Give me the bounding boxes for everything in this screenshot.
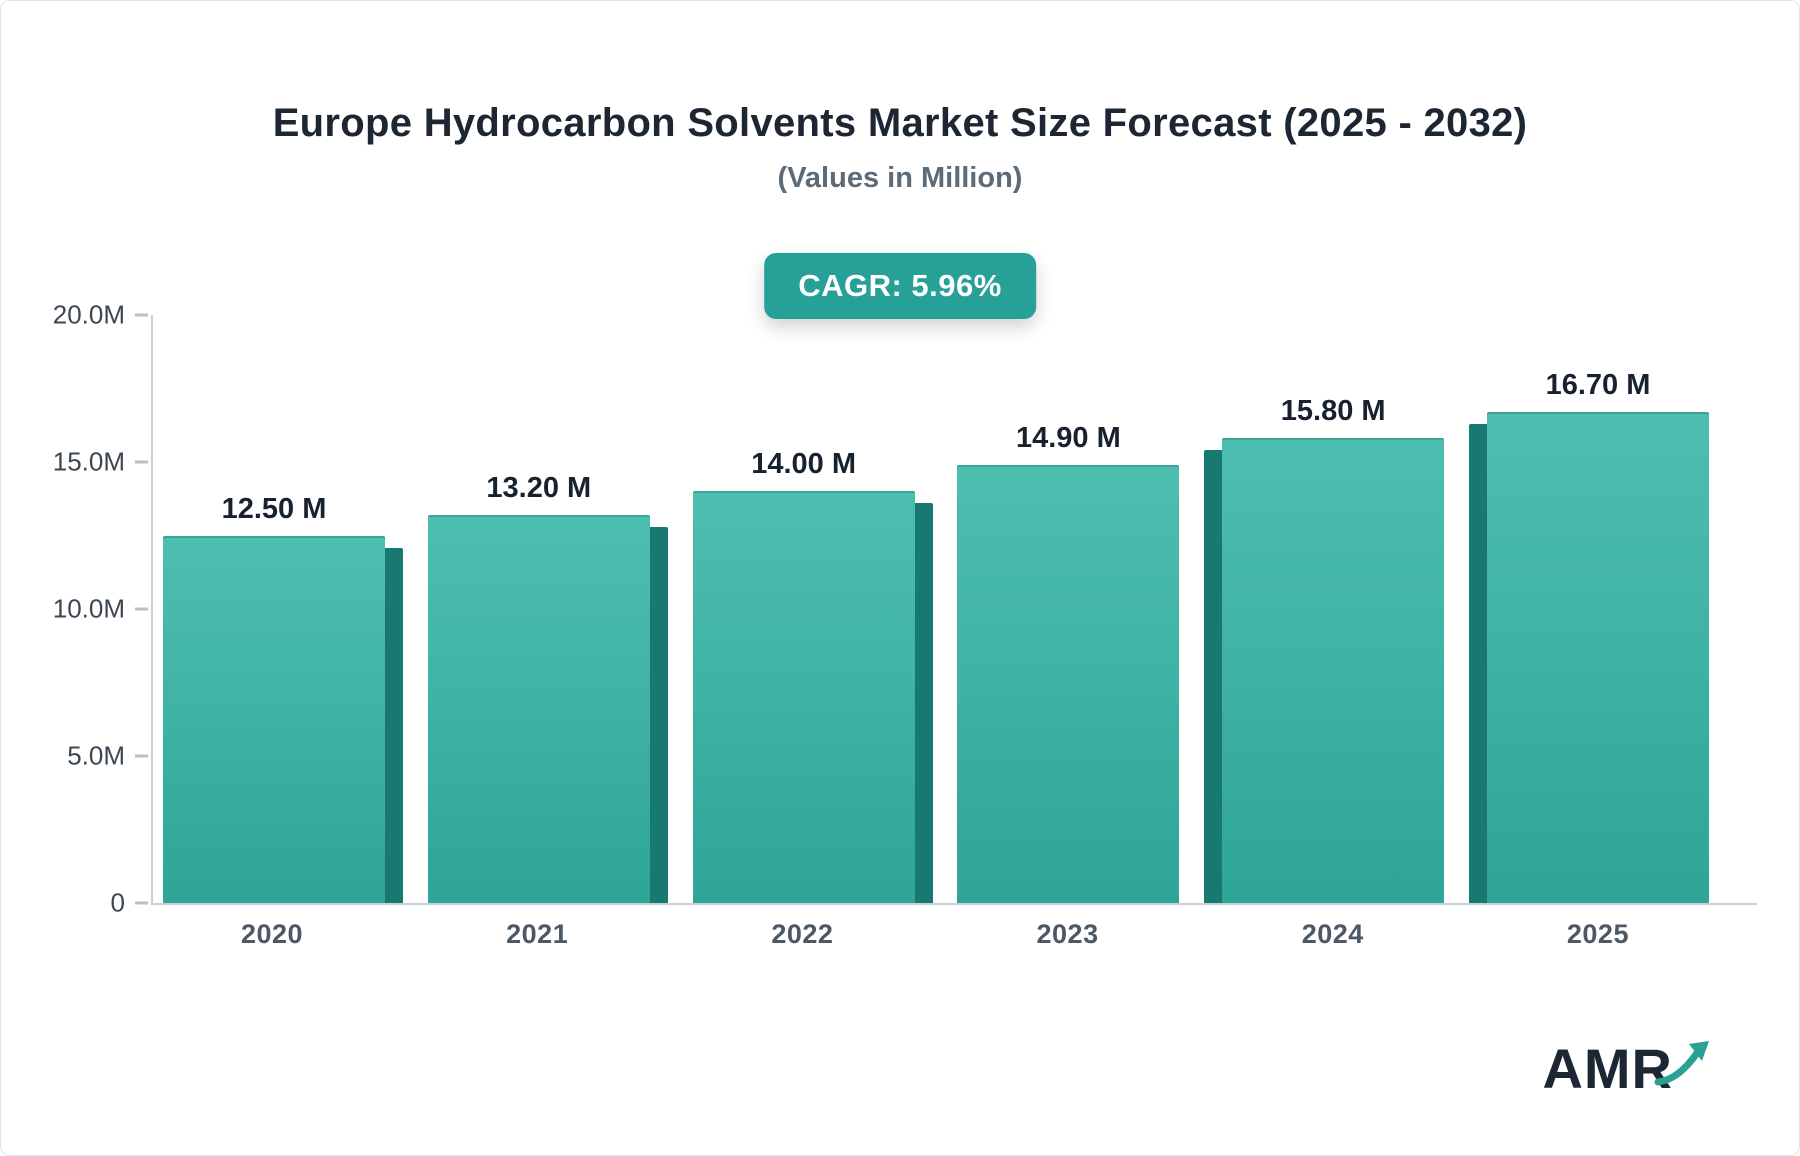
y-tick-mark (135, 313, 148, 317)
plot-area: 20.0M 15.0M 10.0M 5.0M 0 12.50 M 13.20 M 14.00 … (53, 300, 1757, 918)
bar-value-label: 13.20 M (486, 471, 592, 504)
bar-shadow (385, 547, 403, 903)
bar (163, 535, 403, 903)
chart-title: Europe Hydrocarbon Solvents Market Size … (272, 101, 1528, 145)
x-axis-label: 2023 (1036, 919, 1099, 949)
bar-value-label: 14.00 M (751, 448, 856, 481)
amr-logo: AMR (1542, 1040, 1711, 1097)
bar-shadow (1204, 450, 1223, 903)
y-axis-tick: 0 (111, 888, 153, 919)
amr-logo-text: AMR (1542, 1037, 1673, 1100)
y-tick-label: 5.0M (67, 740, 125, 771)
bar-value-label: 12.50 M (221, 492, 327, 525)
y-tick-label: 20.0M (52, 299, 125, 330)
y-tick-mark (135, 607, 148, 611)
bar (692, 491, 933, 903)
x-axis-label: 2025 (1566, 919, 1629, 949)
y-tick-mark (135, 754, 148, 758)
bar-group: 15.80 M (1204, 315, 1445, 903)
bar-shadow (1468, 424, 1487, 903)
bar-shadow (914, 503, 933, 903)
bar (427, 514, 668, 903)
y-axis-tick: 5.0M (67, 741, 153, 772)
y-tick-label: 15.0M (52, 446, 125, 477)
trend-arrow-icon (1654, 1040, 1711, 1097)
bar-chart: CAGR: 5.96% 20.0M 15.0M 10.0M 5.0M 0 12.50 M 1… (1, 253, 1799, 950)
bar-group: 12.50 M (163, 315, 403, 903)
x-axis-labels: 2020 2021 2022 2023 2024 2025 (151, 919, 1757, 950)
bar-group: 14.90 M (957, 315, 1180, 903)
y-tick-mark (135, 460, 148, 464)
y-tick-label: 10.0M (52, 593, 125, 624)
bar-group: 13.20 M (427, 315, 668, 903)
x-axis-label: 2024 (1301, 919, 1364, 949)
y-axis-tick: 20.0M (53, 300, 153, 331)
x-axis-label: 2022 (771, 919, 834, 949)
y-axis-tick: 10.0M (53, 594, 153, 625)
bar (1204, 438, 1445, 903)
y-tick-mark (135, 901, 148, 905)
bar-group: 16.70 M (1468, 315, 1709, 903)
bar-shadow (649, 526, 668, 903)
bar-value-label: 16.70 M (1545, 369, 1651, 402)
bar (957, 464, 1180, 903)
y-tick-label: 0 (110, 887, 125, 918)
bar-group: 14.00 M (692, 315, 933, 903)
chart-subtitle: (Values in Million) (777, 162, 1023, 194)
bar (1468, 412, 1709, 903)
bar-value-label: 15.80 M (1280, 395, 1386, 428)
x-axis-label: 2021 (506, 919, 569, 949)
bar-value-label: 14.90 M (1015, 421, 1121, 454)
x-axis-label: 2020 (240, 919, 304, 949)
y-axis-tick: 15.0M (53, 447, 153, 478)
cagr-badge: CAGR: 5.96% (764, 253, 1036, 319)
